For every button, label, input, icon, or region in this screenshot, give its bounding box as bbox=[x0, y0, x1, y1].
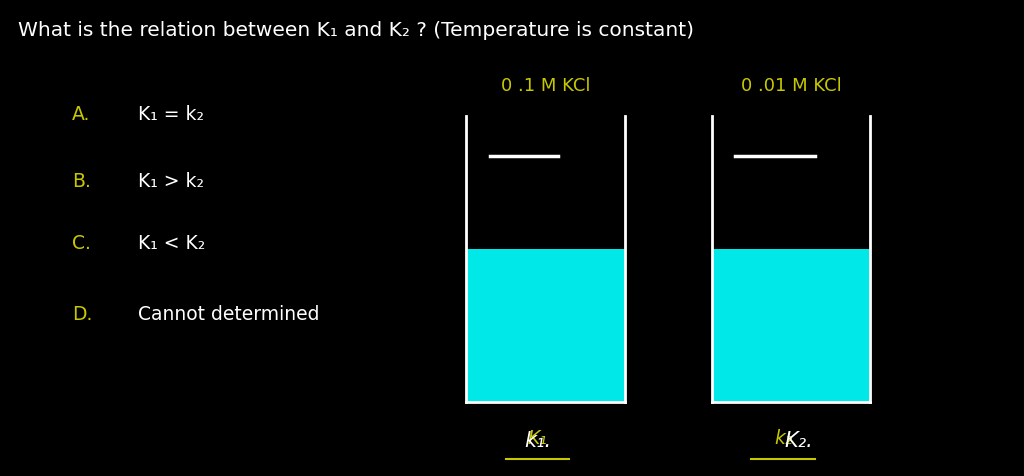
Text: B.: B. bbox=[72, 171, 90, 190]
Text: K₁ > k₂: K₁ > k₂ bbox=[138, 171, 204, 190]
Text: K₂.: K₂. bbox=[784, 430, 813, 450]
Text: What is the relation between K₁ and K₂ ? (Temperature is constant): What is the relation between K₁ and K₂ ?… bbox=[18, 21, 694, 40]
Text: Cannot determined: Cannot determined bbox=[138, 305, 319, 324]
Bar bbox=[466, 249, 625, 402]
Text: k₂: k₂ bbox=[774, 428, 793, 447]
Text: A.: A. bbox=[72, 105, 90, 124]
Text: K₁: K₁ bbox=[527, 428, 547, 447]
Bar bbox=[712, 117, 870, 249]
Text: C.: C. bbox=[72, 233, 90, 252]
Text: K₁ = k₂: K₁ = k₂ bbox=[138, 105, 204, 124]
Text: D.: D. bbox=[72, 305, 92, 324]
Bar bbox=[712, 249, 870, 402]
Text: 0 .01 M KCl: 0 .01 M KCl bbox=[740, 77, 842, 95]
Bar bbox=[466, 117, 625, 249]
Text: k₁.: k₁. bbox=[524, 430, 551, 450]
Text: K₁ < K₂: K₁ < K₂ bbox=[138, 233, 206, 252]
Text: 0 .1 M KCl: 0 .1 M KCl bbox=[501, 77, 590, 95]
